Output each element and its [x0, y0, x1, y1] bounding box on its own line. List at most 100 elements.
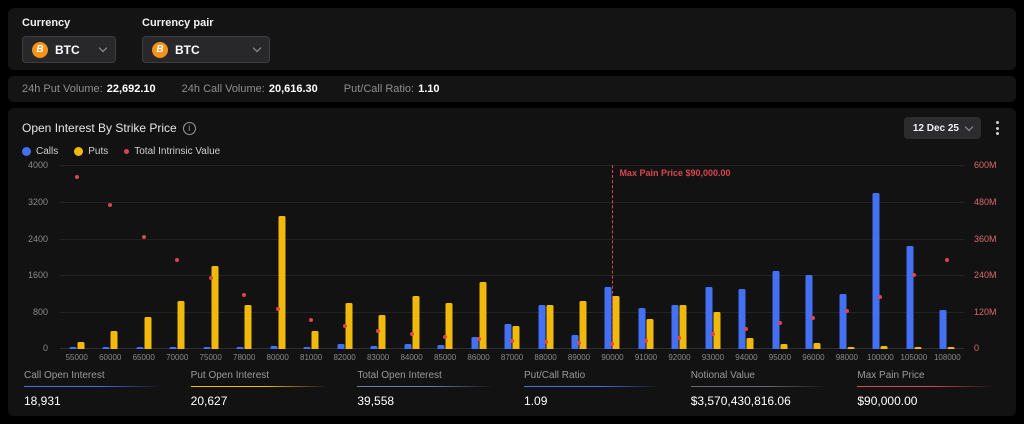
- bar-pair: [940, 310, 955, 349]
- x-axis-label: 90000: [596, 353, 629, 362]
- ratio-label: Put/Call Ratio:: [344, 83, 414, 95]
- strike-group-84000[interactable]: [395, 165, 428, 349]
- strike-group-85000[interactable]: [428, 165, 461, 349]
- strike-group-96000[interactable]: [797, 165, 830, 349]
- chart-area: 08001600240032004000 0120M240M360M480M60…: [22, 165, 1002, 362]
- puts-bar: [747, 338, 754, 350]
- puts-bar: [446, 303, 453, 349]
- calls-bar: [672, 305, 679, 349]
- x-axis-label: 78000: [227, 353, 260, 362]
- y-axis-left: 08001600240032004000: [22, 165, 56, 349]
- strike-group-105000[interactable]: [897, 165, 930, 349]
- intrinsic-value-dot: [108, 203, 112, 207]
- calls-bar: [739, 289, 746, 349]
- bar-pair: [237, 305, 252, 349]
- legend-item-puts[interactable]: Puts: [74, 146, 108, 157]
- info-icon[interactable]: i: [183, 122, 196, 135]
- panel-title: Open Interest By Strike Price: [22, 121, 177, 135]
- strike-group-89000[interactable]: [562, 165, 595, 349]
- strike-group-83000[interactable]: [361, 165, 394, 349]
- x-axis-label: 55000: [60, 353, 93, 362]
- x-axis-label: 82000: [328, 353, 361, 362]
- currency-pair-value: BTC: [175, 43, 200, 57]
- calls-bar: [438, 345, 445, 349]
- strike-group-75000[interactable]: [194, 165, 227, 349]
- strike-group-91000[interactable]: [629, 165, 662, 349]
- calls-bar: [605, 287, 612, 349]
- x-axis-label: 75000: [194, 353, 227, 362]
- stat-underline: [357, 386, 494, 387]
- kebab-menu-icon[interactable]: [993, 118, 1002, 138]
- intrinsic-value-dot: [878, 295, 882, 299]
- intrinsic-value-dot: [376, 329, 380, 333]
- volume-stats-bar: 24h Put Volume:22,692.10 24h Call Volume…: [8, 76, 1016, 102]
- intrinsic-value-dot: [945, 258, 949, 262]
- currency-pair-dropdown[interactable]: B BTC: [142, 36, 270, 63]
- strike-group-98000[interactable]: [830, 165, 863, 349]
- x-axis-label: 94000: [730, 353, 763, 362]
- strike-group-95000[interactable]: [763, 165, 796, 349]
- strike-group-60000[interactable]: [93, 165, 126, 349]
- strike-group-78000[interactable]: [227, 165, 260, 349]
- strike-group-82000[interactable]: [328, 165, 361, 349]
- calls-bar: [69, 347, 76, 349]
- legend-item-intrinsic[interactable]: Total Intrinsic Value: [124, 146, 220, 157]
- bar-pair: [270, 216, 285, 349]
- strike-group-93000[interactable]: [696, 165, 729, 349]
- strike-group-80000[interactable]: [261, 165, 294, 349]
- strike-group-55000[interactable]: [60, 165, 93, 349]
- ratio-value: 1.10: [418, 83, 439, 95]
- footer-stats: Call Open Interest 18,931 Put Open Inter…: [22, 370, 1002, 408]
- bar-pair: [806, 275, 821, 349]
- btc-icon: B: [152, 42, 168, 58]
- intrinsic-value-dot: [744, 327, 748, 331]
- intrinsic-swatch-icon: [124, 149, 129, 154]
- strike-group-86000[interactable]: [462, 165, 495, 349]
- call-volume-stat: 24h Call Volume:20,616.30: [182, 83, 318, 95]
- strike-group-108000[interactable]: [931, 165, 964, 349]
- stat-underline: [24, 386, 161, 387]
- x-axis-label: 85000: [428, 353, 461, 362]
- x-axis-label: 98000: [830, 353, 863, 362]
- x-axis-label: 81000: [294, 353, 327, 362]
- calls-bar: [304, 347, 311, 349]
- intrinsic-value-dot: [142, 235, 146, 239]
- strike-group-100000[interactable]: [864, 165, 897, 349]
- intrinsic-value-dot: [242, 293, 246, 297]
- strike-group-70000[interactable]: [160, 165, 193, 349]
- x-axis-label: 91000: [629, 353, 662, 362]
- bar-groups: [60, 165, 964, 349]
- call-volume-value: 20,616.30: [269, 83, 318, 95]
- x-axis-label: 86000: [462, 353, 495, 362]
- legend-calls-label: Calls: [36, 146, 58, 157]
- stat-max-pain-price: Max Pain Price $90,000.00: [857, 370, 1000, 408]
- legend-item-calls[interactable]: Calls: [22, 146, 58, 157]
- stat-notional-value: Notional Value $3,570,430,816.06: [691, 370, 858, 408]
- chevron-down-icon: [253, 44, 261, 52]
- expiry-date-dropdown[interactable]: 12 Dec 25: [904, 117, 981, 139]
- bar-pair: [404, 296, 419, 349]
- x-axis-label: 80000: [261, 353, 294, 362]
- x-axis-label: 88000: [529, 353, 562, 362]
- strike-group-87000[interactable]: [495, 165, 528, 349]
- currency-dropdown[interactable]: B BTC: [22, 36, 116, 63]
- puts-bar: [914, 347, 921, 349]
- panel-header: Open Interest By Strike Price i 12 Dec 2…: [22, 117, 1002, 139]
- calls-bar: [337, 344, 344, 349]
- intrinsic-value-dot: [276, 307, 280, 311]
- strike-group-94000[interactable]: [730, 165, 763, 349]
- strike-group-92000[interactable]: [663, 165, 696, 349]
- bar-pair: [103, 331, 118, 349]
- puts-swatch-icon: [74, 147, 83, 156]
- calls-bar: [404, 344, 411, 349]
- pair-filter-group: Currency pair B BTC: [142, 17, 270, 63]
- chevron-down-icon: [965, 123, 973, 131]
- filters-panel: Currency B BTC Currency pair B BTC: [8, 8, 1016, 70]
- puts-bar: [278, 216, 285, 349]
- strike-group-81000[interactable]: [294, 165, 327, 349]
- currency-filter-group: Currency B BTC: [22, 17, 116, 63]
- chevron-down-icon: [99, 44, 107, 52]
- x-axis-label: 105000: [897, 353, 930, 362]
- strike-group-88000[interactable]: [529, 165, 562, 349]
- strike-group-65000[interactable]: [127, 165, 160, 349]
